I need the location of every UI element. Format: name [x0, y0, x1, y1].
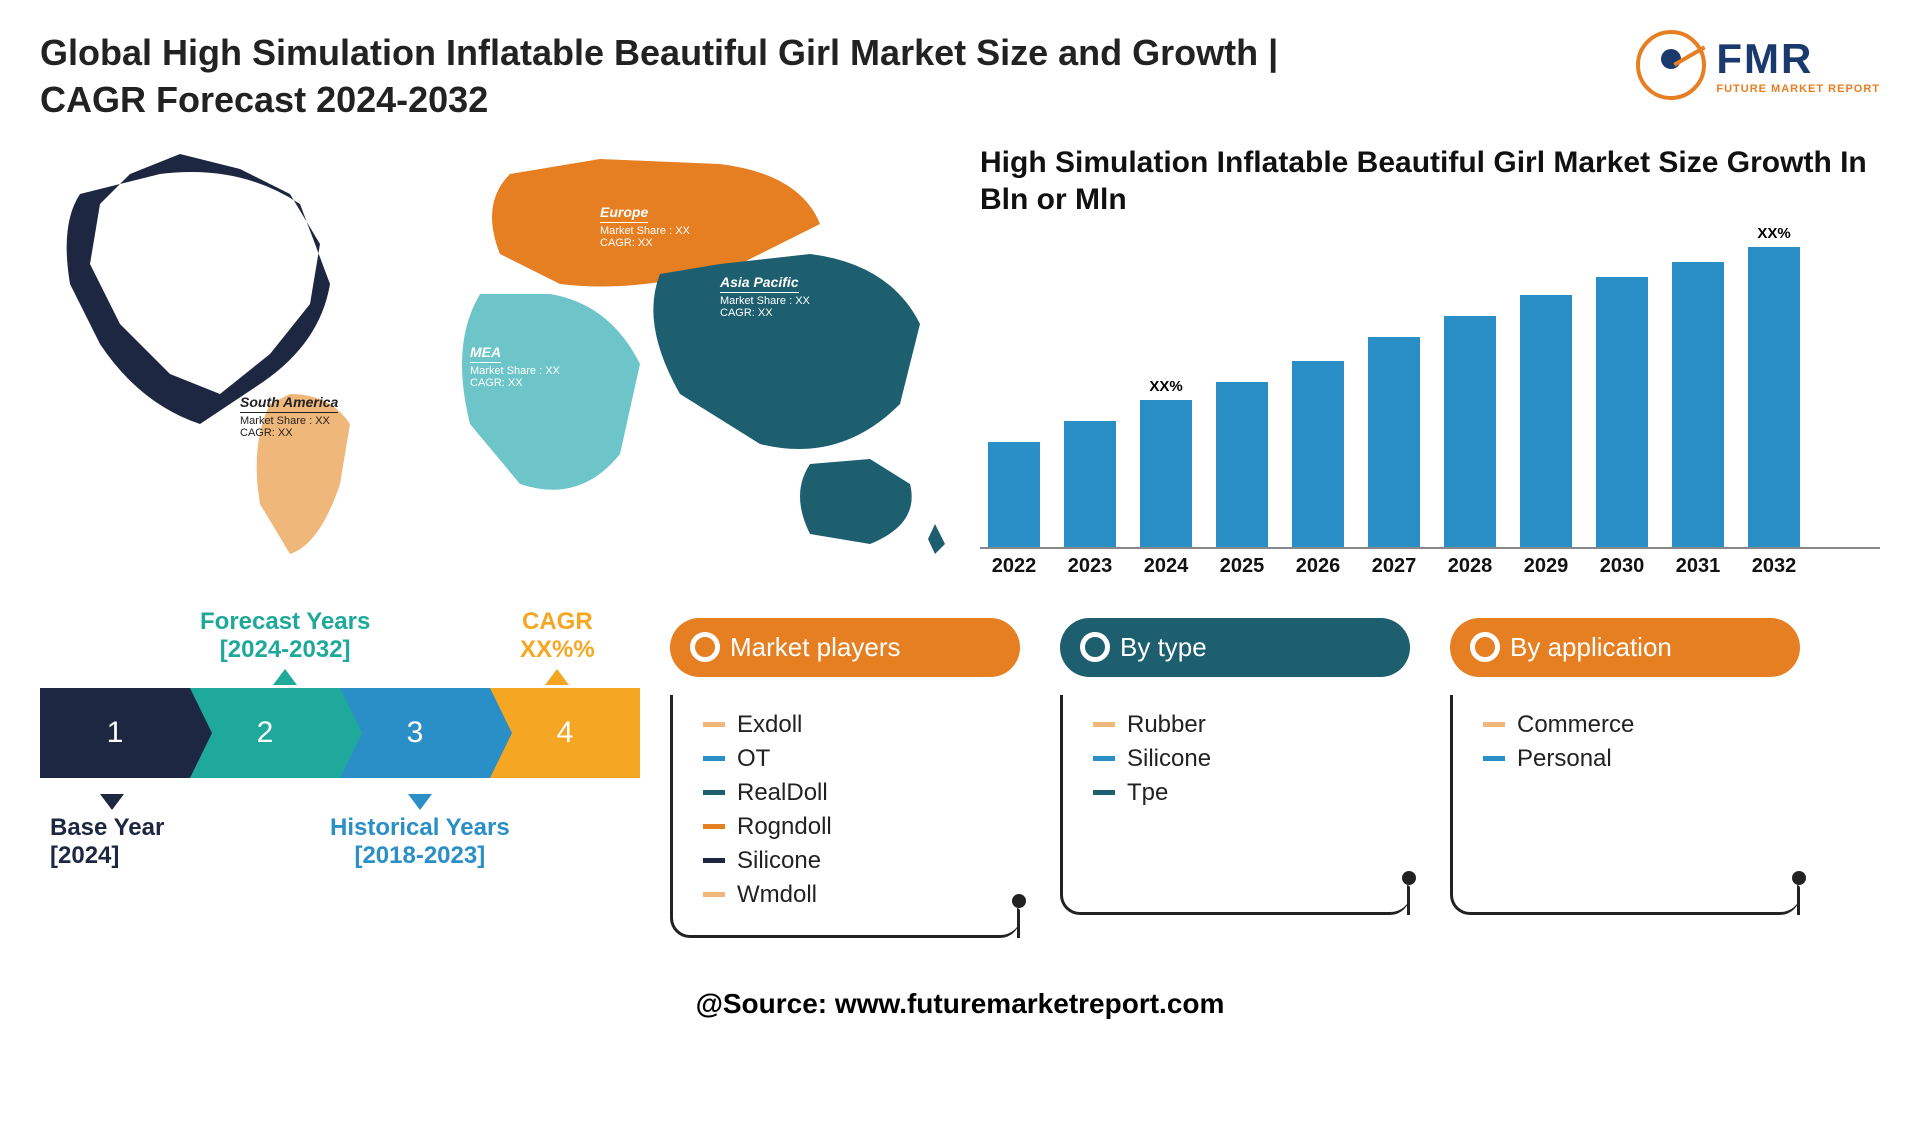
- bar-2030: [1596, 277, 1648, 547]
- bar-2028: [1444, 316, 1496, 547]
- logo-icon: [1636, 30, 1706, 100]
- logo-abbr: FMR: [1716, 35, 1880, 83]
- section-list: Commerce Personal: [1450, 695, 1800, 915]
- year-2027: 2027: [1365, 555, 1423, 578]
- list-item: RealDoll: [703, 779, 1000, 807]
- region-mea: MEAMarket Share : XXCAGR: XX: [470, 344, 560, 389]
- year-2031: 2031: [1669, 555, 1727, 578]
- list-item: Silicone: [1093, 745, 1390, 773]
- bullet-icon: [703, 722, 725, 727]
- list-item-label: Silicone: [1127, 745, 1211, 773]
- list-item: Silicone: [703, 847, 1000, 875]
- list-item: Exdoll: [703, 711, 1000, 739]
- list-item-label: Rogndoll: [737, 813, 832, 841]
- list-item-label: Wmdoll: [737, 881, 817, 909]
- list-item-label: OT: [737, 745, 770, 773]
- timeline-seg-2: 2: [190, 688, 340, 778]
- bullet-icon: [1483, 756, 1505, 761]
- historical-label: Historical Years [2018-2023]: [330, 790, 510, 872]
- list-item-label: Personal: [1517, 745, 1612, 773]
- section-pill: Market players: [670, 618, 1020, 677]
- bullet-icon: [703, 858, 725, 863]
- bar-2031: [1672, 262, 1724, 547]
- list-item-label: Exdoll: [737, 711, 802, 739]
- chart-title: High Simulation Inflatable Beautiful Gir…: [980, 144, 1880, 219]
- bullet-icon: [703, 756, 725, 761]
- bar-container: XX% XX%: [980, 229, 1880, 549]
- timeline-infographic: Forecast Years [2024-2032] CAGR XX%% 1 2…: [40, 618, 640, 778]
- timeline-seg-1: 1: [40, 688, 190, 778]
- bar-2029: [1520, 295, 1572, 547]
- region-south-america: South AmericaMarket Share : XXCAGR: XX: [240, 394, 338, 439]
- section-by-type: By type Rubber Silicone Tpe: [1060, 618, 1410, 938]
- list-item: Personal: [1483, 745, 1780, 773]
- source-attribution: @Source: www.futuremarketreport.com: [40, 988, 1880, 1020]
- bullet-icon: [1093, 722, 1115, 727]
- list-item-label: Silicone: [737, 847, 821, 875]
- bar-label-2024: XX%: [1149, 378, 1182, 395]
- timeline-seg-4: 4: [490, 688, 640, 778]
- section-pill: By application: [1450, 618, 1800, 677]
- brand-logo: FMR FUTURE MARKET REPORT: [1636, 30, 1880, 100]
- base-year-label: Base Year [2024]: [50, 790, 164, 872]
- list-item: Wmdoll: [703, 881, 1000, 909]
- growth-chart: High Simulation Inflatable Beautiful Gir…: [980, 144, 1880, 578]
- section-pill: By type: [1060, 618, 1410, 677]
- bullet-icon: [1093, 756, 1115, 761]
- bullet-icon: [703, 790, 725, 795]
- bar-2026: [1292, 361, 1344, 547]
- bullet-icon: [703, 892, 725, 897]
- timeline-row: 1 2 3 4: [40, 688, 640, 778]
- list-item: Tpe: [1093, 779, 1390, 807]
- logo-subtitle: FUTURE MARKET REPORT: [1716, 83, 1880, 95]
- year-2029: 2029: [1517, 555, 1575, 578]
- list-item-label: RealDoll: [737, 779, 828, 807]
- year-2026: 2026: [1289, 555, 1347, 578]
- page-title: Global High Simulation Inflatable Beauti…: [40, 30, 1390, 124]
- list-item: Rubber: [1093, 711, 1390, 739]
- bullet-icon: [1483, 722, 1505, 727]
- bar-label-2032: XX%: [1757, 225, 1790, 242]
- region-europe: EuropeMarket Share : XXCAGR: XX: [600, 204, 690, 249]
- year-2030: 2030: [1593, 555, 1651, 578]
- year-axis: 2022 2023 2024 2025 2026 2027 2028 2029 2030 2031…: [980, 549, 1880, 578]
- year-2025: 2025: [1213, 555, 1271, 578]
- bar-2025: [1216, 382, 1268, 547]
- section-list: Rubber Silicone Tpe: [1060, 695, 1410, 915]
- list-item: OT: [703, 745, 1000, 773]
- bar-2024: XX%: [1140, 400, 1192, 547]
- list-item-label: Commerce: [1517, 711, 1634, 739]
- bullet-icon: [703, 824, 725, 829]
- bar-2023: [1064, 421, 1116, 547]
- section-market-players: Market players Exdoll OT RealDoll Rogndoll Si…: [670, 618, 1020, 938]
- section-list: Exdoll OT RealDoll Rogndoll Silicone Wmdoll: [670, 695, 1020, 938]
- year-2032: 2032: [1745, 555, 1803, 578]
- bullet-icon: [1093, 790, 1115, 795]
- cagr-label: CAGR XX%%: [520, 608, 595, 690]
- region-north-america: North AmericaMarket Share : XXCAGR: XX: [180, 264, 276, 309]
- list-item: Rogndoll: [703, 813, 1000, 841]
- bar-2027: [1368, 337, 1420, 547]
- world-map: North AmericaMarket Share : XXCAGR: XX So…: [40, 144, 960, 564]
- year-2028: 2028: [1441, 555, 1499, 578]
- bar-2032: XX%: [1748, 247, 1800, 547]
- region-asia-pacific: Asia PacificMarket Share : XXCAGR: XX: [720, 274, 810, 319]
- section-by-application: By application Commerce Personal: [1450, 618, 1800, 938]
- year-2023: 2023: [1061, 555, 1119, 578]
- list-item-label: Rubber: [1127, 711, 1206, 739]
- year-2022: 2022: [985, 555, 1043, 578]
- forecast-label: Forecast Years [2024-2032]: [200, 608, 370, 690]
- year-2024: 2024: [1137, 555, 1195, 578]
- timeline-seg-3: 3: [340, 688, 490, 778]
- list-item-label: Tpe: [1127, 779, 1168, 807]
- bar-2022: [988, 442, 1040, 547]
- list-item: Commerce: [1483, 711, 1780, 739]
